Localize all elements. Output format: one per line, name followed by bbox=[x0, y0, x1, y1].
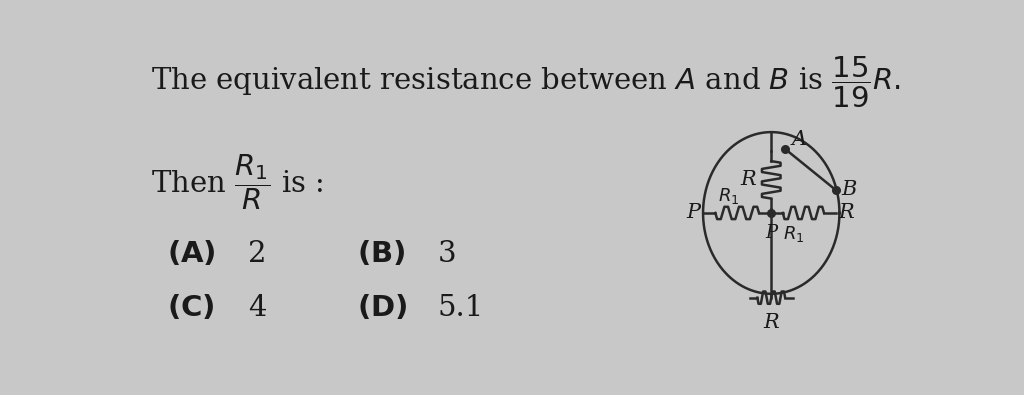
Text: P: P bbox=[765, 224, 777, 242]
Text: $R_1$: $R_1$ bbox=[718, 186, 739, 206]
Text: 4: 4 bbox=[248, 293, 266, 322]
Text: The equivalent resistance between $A$ and $B$ is $\dfrac{15}{19}R.$: The equivalent resistance between $A$ an… bbox=[152, 55, 901, 109]
Text: 5.1: 5.1 bbox=[438, 293, 484, 322]
Text: $\mathbf{(B)}$: $\mathbf{(B)}$ bbox=[356, 239, 406, 268]
Text: R: R bbox=[839, 203, 854, 222]
Text: R: R bbox=[740, 170, 756, 189]
Text: Then $\dfrac{R_1}{R}$ is :: Then $\dfrac{R_1}{R}$ is : bbox=[152, 152, 324, 212]
Text: 2: 2 bbox=[248, 240, 266, 268]
Text: R: R bbox=[763, 313, 779, 332]
Text: 3: 3 bbox=[438, 240, 457, 268]
Text: $R_1$: $R_1$ bbox=[783, 224, 804, 244]
Text: $\mathbf{(D)}$: $\mathbf{(D)}$ bbox=[356, 293, 407, 322]
Text: B: B bbox=[842, 181, 857, 199]
Text: $\mathbf{(C)}$: $\mathbf{(C)}$ bbox=[167, 293, 214, 322]
Text: P: P bbox=[686, 203, 700, 222]
Text: $\mathbf{(A)}$: $\mathbf{(A)}$ bbox=[167, 239, 215, 268]
Text: A: A bbox=[792, 130, 807, 149]
